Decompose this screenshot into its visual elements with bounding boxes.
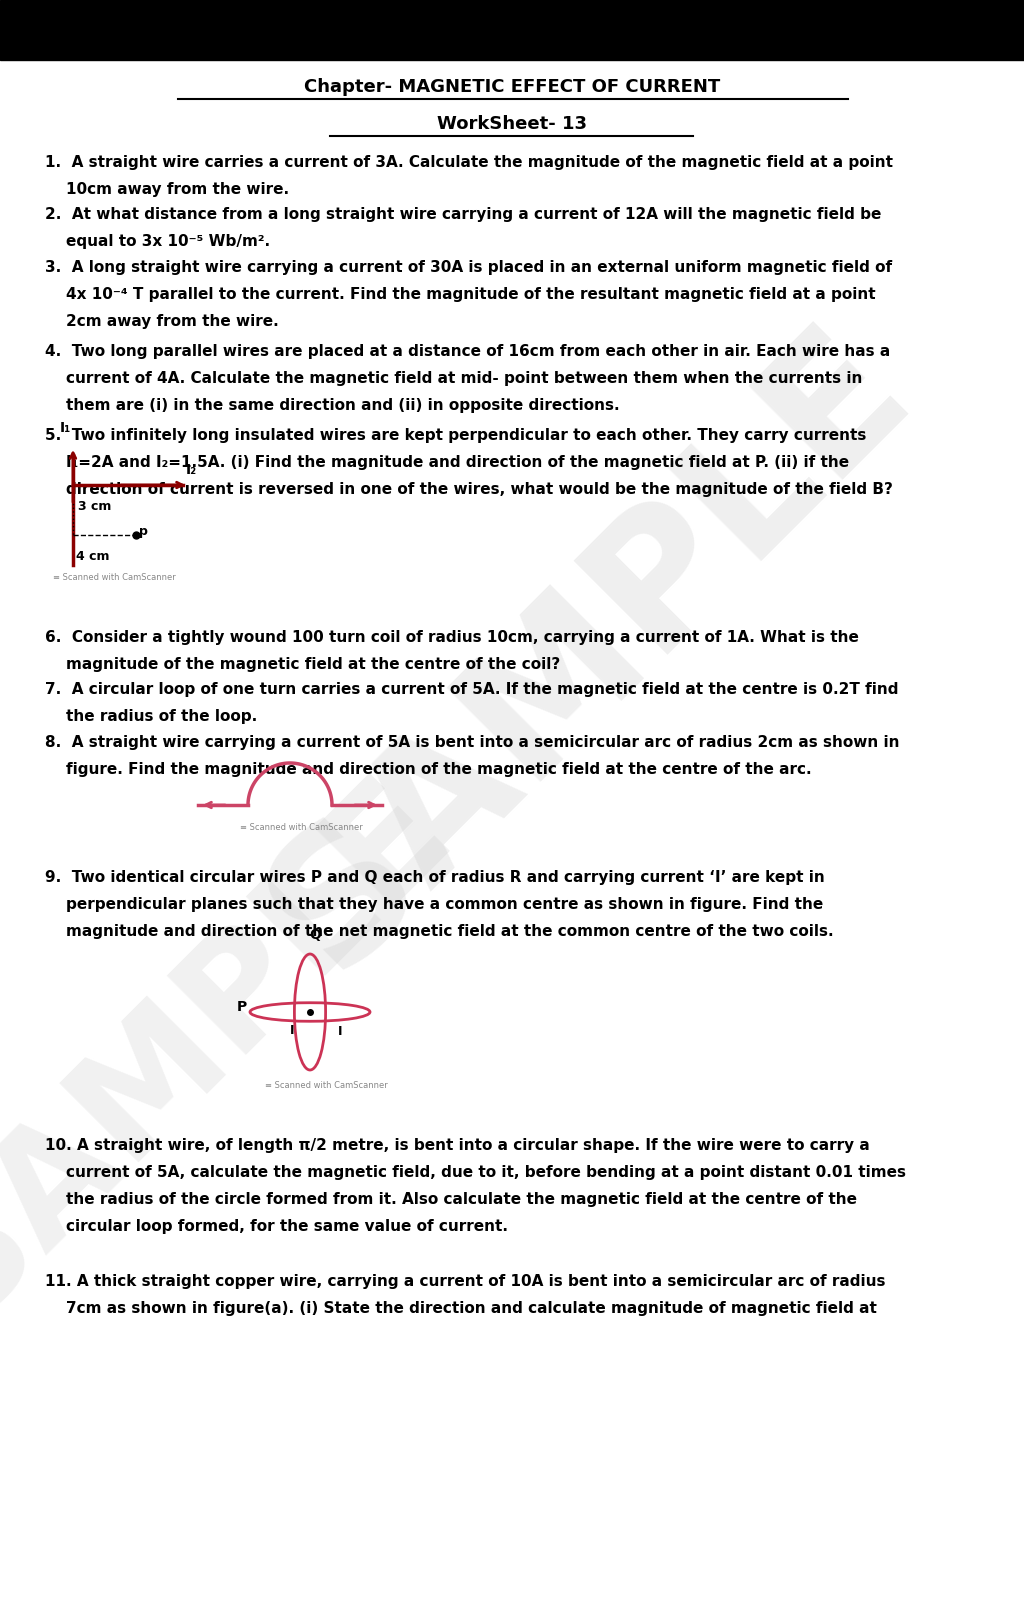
Text: 7cm as shown in figure(a). (i) State the direction and calculate magnitude of ma: 7cm as shown in figure(a). (i) State the… bbox=[45, 1301, 877, 1315]
Text: 3 cm: 3 cm bbox=[78, 501, 112, 514]
Text: magnitude and direction of the net magnetic field at the common centre of the tw: magnitude and direction of the net magne… bbox=[45, 925, 834, 939]
Text: 2.  At what distance from a long straight wire carrying a current of 12A will th: 2. At what distance from a long straight… bbox=[45, 206, 882, 222]
Text: the radius of the loop.: the radius of the loop. bbox=[45, 709, 257, 723]
Text: P: P bbox=[237, 1000, 247, 1014]
Text: 4.  Two long parallel wires are placed at a distance of 16cm from each other in : 4. Two long parallel wires are placed at… bbox=[45, 344, 890, 358]
Text: them are (i) in the same direction and (ii) in opposite directions.: them are (i) in the same direction and (… bbox=[45, 398, 620, 413]
Text: SAMPLE: SAMPLE bbox=[238, 298, 942, 1002]
Text: direction of current is reversed in one of the wires, what would be the magnitud: direction of current is reversed in one … bbox=[45, 482, 893, 498]
Text: 8.  A straight wire carrying a current of 5A is bent into a semicircular arc of : 8. A straight wire carrying a current of… bbox=[45, 734, 899, 750]
Text: Q: Q bbox=[309, 928, 321, 942]
Text: 10cm away from the wire.: 10cm away from the wire. bbox=[45, 182, 289, 197]
Text: I₁: I₁ bbox=[60, 421, 72, 435]
Text: 4x 10⁻⁴ T parallel to the current. Find the magnitude of the resultant magnetic : 4x 10⁻⁴ T parallel to the current. Find … bbox=[45, 286, 876, 302]
Text: equal to 3x 10⁻⁵ Wb/m².: equal to 3x 10⁻⁵ Wb/m². bbox=[45, 234, 270, 250]
Text: 10. A straight wire, of length π/2 metre, is bent into a circular shape. If the : 10. A straight wire, of length π/2 metre… bbox=[45, 1138, 869, 1154]
Text: I: I bbox=[290, 1024, 294, 1037]
Text: circular loop formed, for the same value of current.: circular loop formed, for the same value… bbox=[45, 1219, 508, 1234]
Text: WorkSheet- 13: WorkSheet- 13 bbox=[437, 115, 587, 133]
Text: the radius of the circle formed from it. Also calculate the magnetic field at th: the radius of the circle formed from it.… bbox=[45, 1192, 857, 1206]
Text: 9.  Two identical circular wires P and Q each of radius R and carrying current ‘: 9. Two identical circular wires P and Q … bbox=[45, 870, 824, 885]
Text: I₂: I₂ bbox=[186, 462, 198, 477]
Text: current of 5A, calculate the magnetic field, due to it, before bending at a poin: current of 5A, calculate the magnetic fi… bbox=[45, 1165, 906, 1181]
Text: current of 4A. Calculate the magnetic field at mid- point between them when the : current of 4A. Calculate the magnetic fi… bbox=[45, 371, 862, 386]
Text: I: I bbox=[338, 1024, 342, 1038]
Text: 5.  Two infinitely long insulated wires are kept perpendicular to each other. Th: 5. Two infinitely long insulated wires a… bbox=[45, 427, 866, 443]
Text: 3.  A long straight wire carrying a current of 30A is placed in an external unif: 3. A long straight wire carrying a curre… bbox=[45, 259, 892, 275]
Text: figure. Find the magnitude and direction of the magnetic field at the centre of : figure. Find the magnitude and direction… bbox=[45, 762, 812, 778]
Text: 6.  Consider a tightly wound 100 turn coil of radius 10cm, carrying a current of: 6. Consider a tightly wound 100 turn coi… bbox=[45, 630, 859, 645]
Text: I₁=2A and I₂=1.5A. (i) Find the magnitude and direction of the magnetic field at: I₁=2A and I₂=1.5A. (i) Find the magnitud… bbox=[45, 454, 849, 470]
Text: ≡ Scanned with CamScanner: ≡ Scanned with CamScanner bbox=[240, 822, 362, 832]
Text: 4 cm: 4 cm bbox=[76, 550, 110, 563]
Text: 1.  A straight wire carries a current of 3A. Calculate the magnitude of the magn: 1. A straight wire carries a current of … bbox=[45, 155, 893, 170]
Text: 2cm away from the wire.: 2cm away from the wire. bbox=[45, 314, 279, 330]
Text: p: p bbox=[139, 525, 147, 539]
Text: SAMPLE: SAMPLE bbox=[0, 752, 478, 1349]
Text: 7.  A circular loop of one turn carries a current of 5A. If the magnetic field a: 7. A circular loop of one turn carries a… bbox=[45, 682, 898, 698]
Text: 11. A thick straight copper wire, carrying a current of 10A is bent into a semic: 11. A thick straight copper wire, carryi… bbox=[45, 1274, 886, 1290]
Text: perpendicular planes such that they have a common centre as shown in figure. Fin: perpendicular planes such that they have… bbox=[45, 898, 823, 912]
Text: Chapter- MAGNETIC EFFECT OF CURRENT: Chapter- MAGNETIC EFFECT OF CURRENT bbox=[304, 78, 720, 96]
Text: ≡ Scanned with CamScanner: ≡ Scanned with CamScanner bbox=[265, 1080, 388, 1090]
Text: magnitude of the magnetic field at the centre of the coil?: magnitude of the magnetic field at the c… bbox=[45, 658, 560, 672]
Bar bbox=[0, 0, 1024, 59]
Text: ≡ Scanned with CamScanner: ≡ Scanned with CamScanner bbox=[53, 573, 176, 581]
